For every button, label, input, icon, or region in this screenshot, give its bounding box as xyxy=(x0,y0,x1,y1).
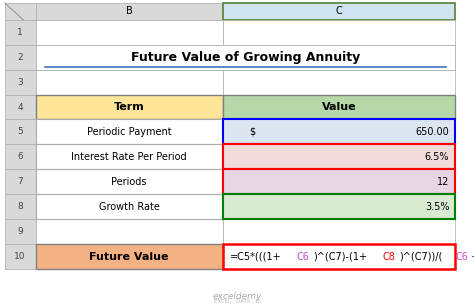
Text: C8: C8 xyxy=(383,252,396,261)
Text: 3: 3 xyxy=(17,78,23,87)
Bar xyxy=(223,194,455,219)
Text: Term: Term xyxy=(114,102,145,112)
Bar xyxy=(36,244,223,269)
Bar xyxy=(223,244,455,269)
Bar xyxy=(36,144,223,169)
Text: Growth Rate: Growth Rate xyxy=(99,202,160,212)
Bar xyxy=(5,20,36,45)
Text: Periodic Payment: Periodic Payment xyxy=(87,127,172,137)
Bar xyxy=(36,169,223,194)
Bar xyxy=(223,95,455,119)
Bar xyxy=(223,219,455,244)
Text: Future Value of Growing Annuity: Future Value of Growing Annuity xyxy=(131,51,360,64)
Bar xyxy=(223,144,455,169)
Text: 6.5%: 6.5% xyxy=(425,152,449,162)
Text: Value: Value xyxy=(321,102,356,112)
Bar xyxy=(5,95,36,119)
Bar xyxy=(223,3,455,20)
Bar xyxy=(36,119,223,144)
Text: )^(C7)-(1+: )^(C7)-(1+ xyxy=(313,252,367,261)
Bar xyxy=(5,144,36,169)
Bar xyxy=(36,169,223,194)
Text: Periods: Periods xyxy=(111,177,147,187)
Text: Interest Rate Per Period: Interest Rate Per Period xyxy=(72,152,187,162)
Bar xyxy=(36,244,223,269)
Bar xyxy=(223,144,455,169)
Text: B: B xyxy=(126,6,133,16)
Text: 10: 10 xyxy=(14,252,26,261)
Bar xyxy=(36,20,223,45)
Bar xyxy=(223,70,455,95)
Text: exceldemy: exceldemy xyxy=(212,292,262,301)
Text: 6: 6 xyxy=(17,152,23,161)
Bar xyxy=(5,219,36,244)
Text: =C5*(((1+: =C5*(((1+ xyxy=(230,252,282,261)
Bar xyxy=(223,119,455,144)
Text: C6: C6 xyxy=(456,252,468,261)
Bar xyxy=(223,169,455,194)
Bar xyxy=(36,119,223,144)
Bar xyxy=(223,194,455,219)
Bar xyxy=(5,194,36,219)
Text: 9: 9 xyxy=(17,227,23,236)
Text: 2: 2 xyxy=(18,53,23,62)
Bar xyxy=(36,45,223,70)
Bar xyxy=(5,3,36,20)
Text: 12: 12 xyxy=(437,177,449,187)
Text: Future Value: Future Value xyxy=(90,252,169,261)
Text: 7: 7 xyxy=(17,177,23,186)
Bar xyxy=(36,194,223,219)
Bar xyxy=(223,95,455,119)
Text: C: C xyxy=(336,6,342,16)
Text: $: $ xyxy=(249,127,255,137)
Bar xyxy=(36,194,223,219)
Text: 5: 5 xyxy=(17,127,23,136)
Bar xyxy=(223,244,455,269)
Bar xyxy=(36,219,223,244)
Bar xyxy=(36,45,455,70)
Text: 3.5%: 3.5% xyxy=(425,202,449,212)
Bar xyxy=(5,169,36,194)
Bar xyxy=(223,20,455,45)
Bar xyxy=(5,119,36,144)
Bar xyxy=(36,144,223,169)
Bar xyxy=(5,244,36,269)
Text: 4: 4 xyxy=(18,102,23,112)
Text: )^(C7))/(: )^(C7))/( xyxy=(400,252,443,261)
Text: C6: C6 xyxy=(297,252,310,261)
Text: 1: 1 xyxy=(17,28,23,37)
Bar xyxy=(36,95,223,119)
Bar xyxy=(223,45,455,70)
Bar xyxy=(223,119,455,144)
Bar xyxy=(5,45,36,70)
Text: 650.00: 650.00 xyxy=(416,127,449,137)
Bar xyxy=(36,95,223,119)
Bar xyxy=(36,70,223,95)
Bar xyxy=(36,3,223,20)
Text: -: - xyxy=(472,252,474,261)
Text: 8: 8 xyxy=(17,202,23,211)
Bar xyxy=(5,70,36,95)
Text: EXCEL · DATA · BI: EXCEL · DATA · BI xyxy=(214,299,260,304)
Bar xyxy=(223,169,455,194)
